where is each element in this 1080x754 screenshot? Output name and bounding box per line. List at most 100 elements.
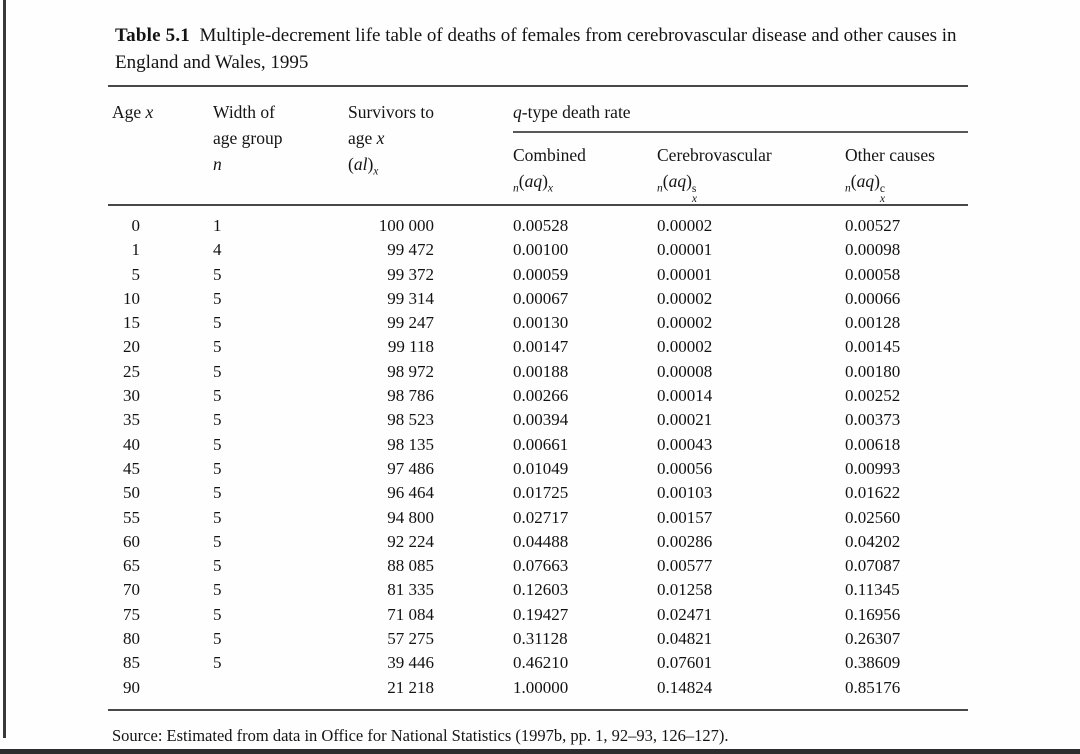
cell-width: 5 [213,288,222,308]
table-row: 30 5 98 786 0.00266 0.00014 0.00252 [108,384,968,408]
cell-age: 60 [123,531,140,551]
cell-width: 5 [213,531,222,551]
table-row: 10 5 99 314 0.00067 0.00002 0.00066 [108,287,968,311]
cell-survivors: 57 275 [387,629,434,649]
cell-survivors: 71 084 [387,604,434,624]
cell-age: 75 [123,604,140,624]
table-row: 35 5 98 523 0.00394 0.00021 0.00373 [108,408,968,432]
cell-combined: 0.04488 [513,531,569,551]
cell-width: 5 [213,653,222,673]
cell-combined: 0.02717 [513,507,569,527]
cell-cerebrovascular: 0.00002 [657,216,713,235]
cell-combined: 0.12603 [513,580,569,600]
cell-age: 20 [123,337,140,357]
cell-survivors: 21 218 [387,677,434,697]
cell-combined: 1.00000 [513,677,569,697]
scan-left-edge-line [3,0,6,738]
cell-survivors: 99 314 [387,288,434,308]
cell-cerebrovascular: 0.00056 [657,458,713,478]
table-row: 55 5 94 800 0.02717 0.00157 0.02560 [108,506,968,530]
cell-combined: 0.00266 [513,386,569,406]
header-row-sub: Combined n(aq)x Cerebrovascular n(aq) s x Ot… [108,132,968,205]
col-header-combined: Combined n(aq)x [513,145,586,195]
cell-other: 0.00066 [845,288,901,308]
cell-width: 5 [213,604,222,624]
cell-other: 0.02560 [845,507,901,527]
cell-cerebrovascular: 0.07601 [657,653,713,673]
cell-other: 0.26307 [845,629,901,649]
cell-other: 0.04202 [845,531,901,551]
cell-age: 50 [123,483,140,503]
cell-width: 5 [213,483,222,503]
table-row: 65 5 88 085 0.07663 0.00577 0.07087 [108,554,968,578]
table-row: 20 5 99 118 0.00147 0.00002 0.00145 [108,335,968,359]
header-row-top: Age x Width of age group n Survivors to age… [108,86,969,177]
cell-combined: 0.07663 [513,556,569,576]
cell-combined: 0.46210 [513,653,569,673]
cell-age: 1 [131,240,141,260]
cell-combined: 0.00188 [513,361,569,381]
cell-combined: 0.00394 [513,410,569,430]
cell-cerebrovascular: 0.00286 [657,531,713,551]
col-header-cerebrovascular: Cerebrovascular n(aq) s x [657,145,772,205]
cell-other: 0.00993 [845,458,901,478]
cell-width: 1 [213,216,222,235]
table-row: 0 1 100 000 0.00528 0.00002 0.00527 [108,205,968,238]
cell-width: 5 [213,337,222,357]
cell-width: 5 [213,410,222,430]
col-header-survivors: Survivors to age x (al)x [348,102,435,178]
table-row: 25 5 98 972 0.00188 0.00008 0.00180 [108,360,968,384]
cell-width: 5 [213,264,222,284]
cell-combined: 0.00100 [513,240,569,260]
cell-age: 10 [123,288,140,308]
table-row: 1 4 99 472 0.00100 0.00001 0.00098 [108,238,968,262]
cell-combined: 0.00528 [513,216,569,235]
cell-survivors: 99 372 [387,264,434,284]
cell-other: 0.00180 [845,361,901,381]
cell-width: 5 [213,434,222,454]
cell-age: 35 [123,410,140,430]
col-header-age: Age x [112,102,154,122]
cell-age: 70 [123,580,140,600]
cell-survivors: 99 118 [387,337,434,357]
cell-cerebrovascular: 0.00001 [657,240,713,260]
page-content: Table 5.1 Multiple-decrement life table … [108,0,969,747]
cell-survivors: 98 135 [387,434,434,454]
cell-age: 5 [131,264,141,284]
table-row: 15 5 99 247 0.00130 0.00002 0.00128 [108,311,968,335]
table-row: 85 5 39 446 0.46210 0.07601 0.38609 [108,651,968,675]
cell-cerebrovascular: 0.00014 [657,386,713,406]
cell-combined: 0.00661 [513,434,569,454]
cell-cerebrovascular: 0.14824 [657,677,713,697]
cell-age: 55 [123,507,140,527]
cell-survivors: 99 472 [387,240,434,260]
cell-cerebrovascular: 0.00043 [657,434,713,454]
cell-cerebrovascular: 0.01258 [657,580,713,600]
cell-width: 4 [213,240,222,260]
cell-cerebrovascular: 0.00103 [657,483,713,503]
cell-combined: 0.00067 [513,288,569,308]
cell-other: 0.11345 [845,580,900,600]
table-row: 5 5 99 372 0.00059 0.00001 0.00058 [108,263,968,287]
cell-other: 0.00098 [845,240,901,260]
cell-combined: 0.00059 [513,264,569,284]
cell-width: 5 [213,386,222,406]
cell-other: 0.38609 [845,653,901,673]
table-row: 50 5 96 464 0.01725 0.00103 0.01622 [108,481,968,505]
cell-cerebrovascular: 0.00002 [657,337,713,357]
table-row: 40 5 98 135 0.00661 0.00043 0.00618 [108,433,968,457]
cell-width: 5 [213,458,222,478]
cell-age: 30 [123,386,140,406]
cell-survivors: 100 000 [378,216,434,235]
cell-survivors: 97 486 [387,458,434,478]
cell-age: 0 [131,216,141,235]
cell-width: 5 [213,313,222,333]
cell-cerebrovascular: 0.00002 [657,288,713,308]
cell-cerebrovascular: 0.00002 [657,313,713,333]
cell-width: 5 [213,580,222,600]
cell-survivors: 99 247 [387,313,434,333]
caption-label: Table 5.1 [115,25,191,46]
cell-other: 0.00128 [845,313,901,333]
cell-other: 0.00058 [845,264,901,284]
